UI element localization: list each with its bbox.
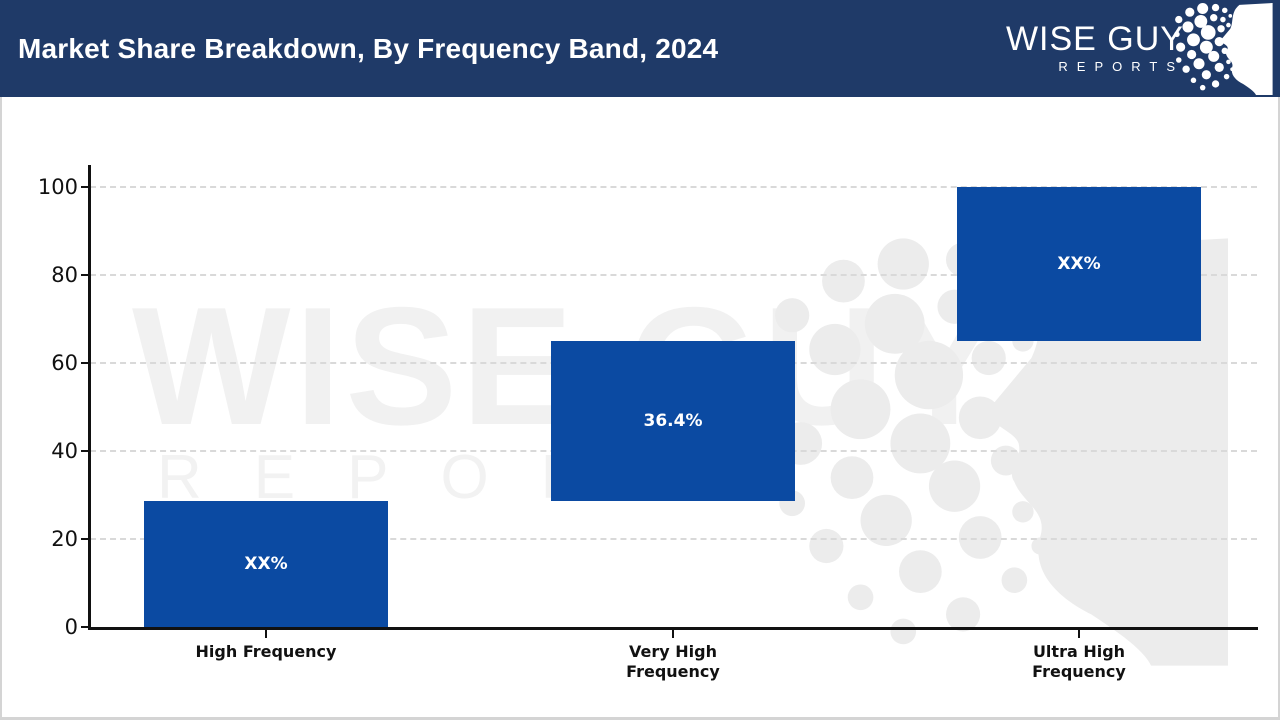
ytick-label: 20 (51, 527, 78, 551)
ytick-mark (81, 450, 90, 452)
ytick-mark (81, 274, 90, 276)
ytick-label: 80 (51, 263, 78, 287)
ytick-label: 40 (51, 439, 78, 463)
logo-face-icon (1174, 2, 1273, 95)
gridline (90, 538, 1257, 540)
ytick-mark (81, 362, 90, 364)
xtick-mark (265, 629, 267, 638)
ytick-label: 100 (37, 175, 78, 199)
bar-segment (551, 341, 795, 502)
wiseguy-logo: WISE GUY REPORTS (1006, 0, 1274, 97)
ytick-label: 0 (64, 615, 78, 639)
bar-segment (144, 501, 388, 627)
ytick-mark (81, 538, 90, 540)
ytick-mark (81, 186, 90, 188)
bar-value-label: XX% (244, 554, 288, 575)
xtick-label-line: Ultra High (1032, 642, 1126, 661)
ytick-label: 60 (51, 351, 78, 375)
xtick-label-line: Frequency (626, 662, 720, 681)
xtick-label: Ultra High Frequency (949, 642, 1209, 682)
x-axis (88, 627, 1258, 630)
logo-subtext: REPORTS (1058, 59, 1184, 74)
ytick-mark (81, 626, 90, 628)
gridline (90, 186, 1257, 188)
gridline (90, 274, 1257, 276)
logo-text: WISE GUY REPORTS (1006, 21, 1184, 76)
bar-value-label: 36.4% (643, 411, 703, 432)
logo-wordmark: WISE GUY (1005, 20, 1184, 58)
xtick-label-line: High Frequency (195, 642, 337, 661)
header-banner: Market Share Breakdown, By Frequency Ban… (0, 0, 1280, 97)
bar-value-label: XX% (1057, 254, 1101, 274)
y-axis (88, 165, 91, 630)
xtick-mark (1078, 629, 1080, 638)
xtick-label: Very High Frequency (543, 642, 803, 682)
xtick-label-line: Very High (629, 642, 717, 661)
xtick-label: High Frequency (136, 642, 396, 662)
xtick-label-line: Frequency (1032, 662, 1126, 681)
chart-title: Market Share Breakdown, By Frequency Ban… (18, 32, 719, 64)
xtick-mark (672, 629, 674, 638)
bar-segment (957, 187, 1201, 341)
